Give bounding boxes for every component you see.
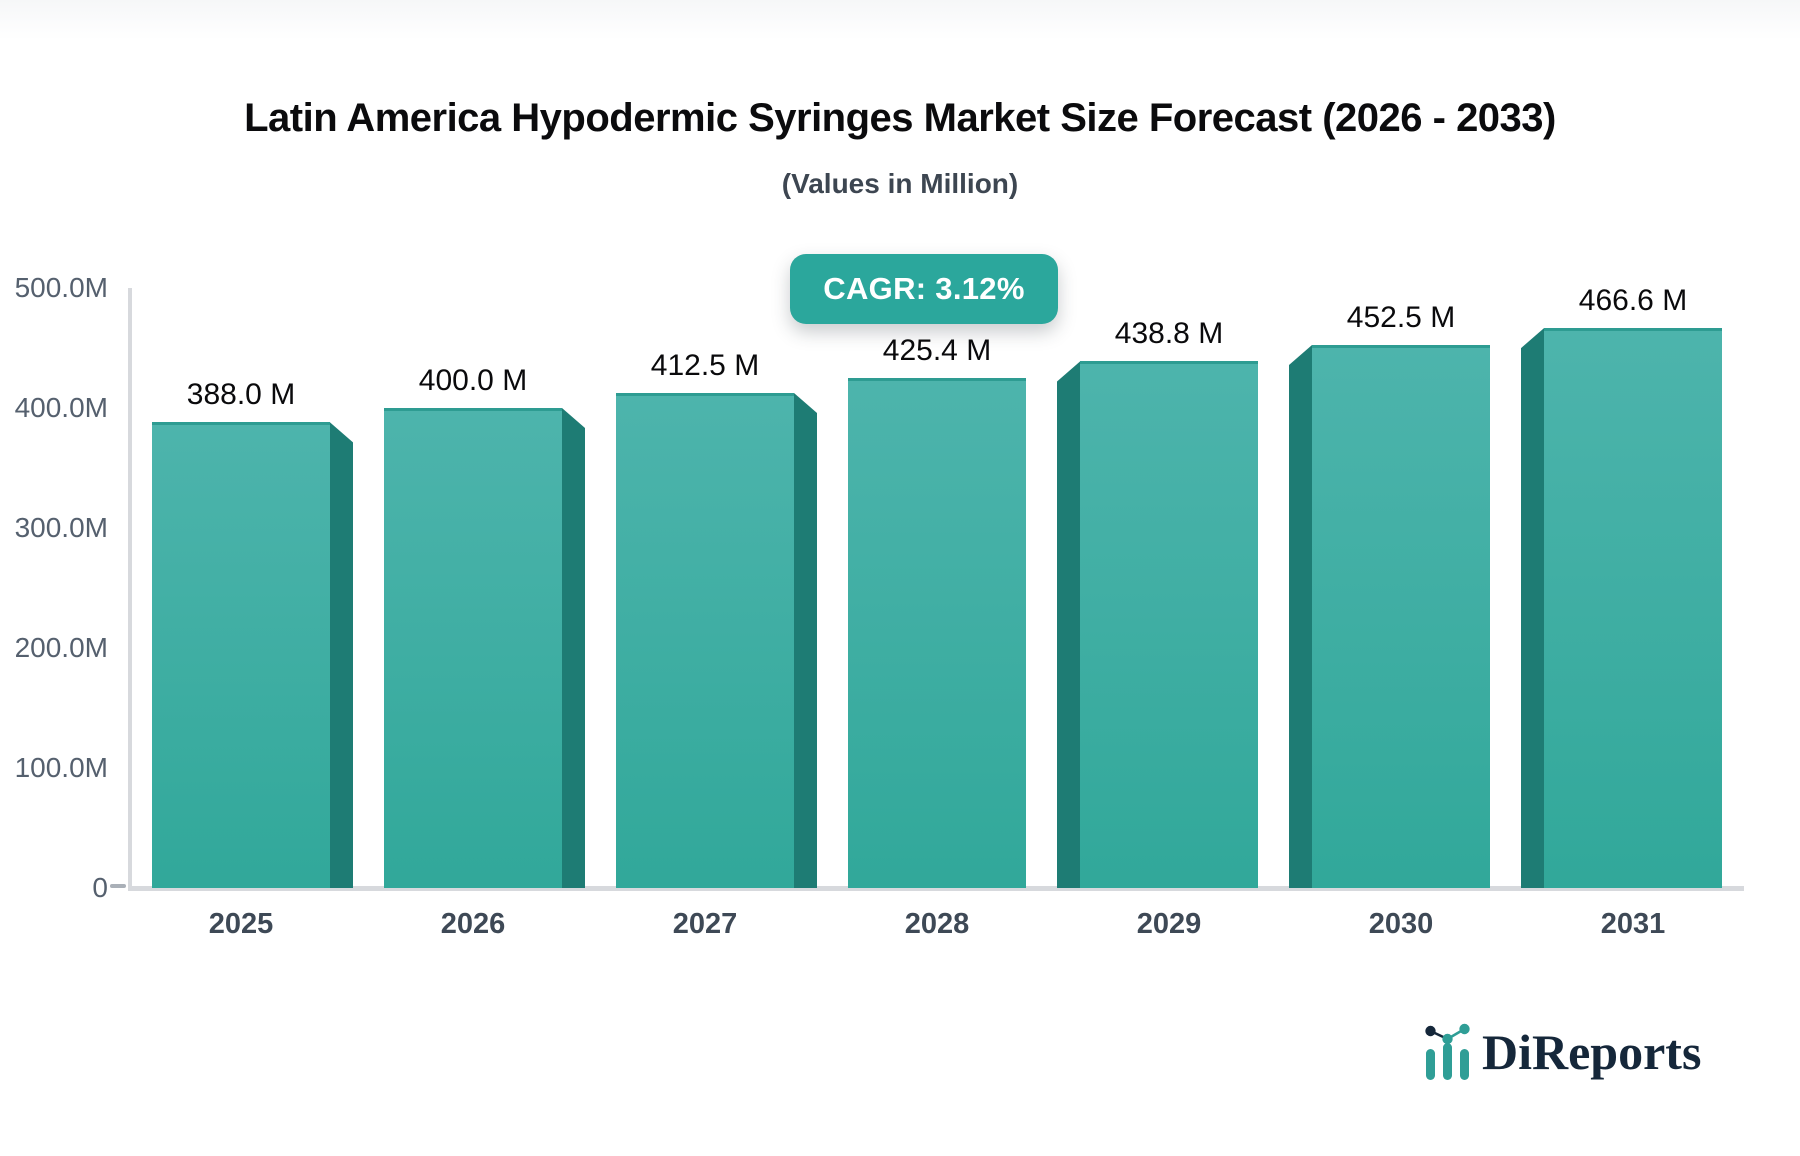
x-axis-label: 2025 xyxy=(208,908,274,940)
direports-logo: DiReports xyxy=(1424,1022,1701,1080)
bar[interactable] xyxy=(384,408,562,888)
bar[interactable] xyxy=(848,377,1026,888)
bar[interactable] xyxy=(152,422,330,888)
bar-value-label: 452.5 M xyxy=(1346,301,1456,334)
bar-value-label: 412.5 M xyxy=(650,349,760,382)
x-axis-line xyxy=(128,886,1744,891)
x-axis-label: 2027 xyxy=(672,908,738,940)
y-axis-label: 200.0M xyxy=(14,632,108,663)
bar[interactable] xyxy=(1080,361,1258,888)
bar-side-face xyxy=(562,408,585,888)
x-axis-label: 2028 xyxy=(904,908,970,940)
x-axis-label: 2031 xyxy=(1600,908,1666,940)
x-axis-label: 2029 xyxy=(1136,908,1202,940)
chart-title: Latin America Hypodermic Syringes Market… xyxy=(244,96,1556,140)
x-axis-label: 2026 xyxy=(440,908,506,940)
bar-value-label: 466.6 M xyxy=(1578,284,1688,318)
y-axis-label: 400.0M xyxy=(14,392,108,423)
bar-value-label: 400.0 M xyxy=(418,364,528,397)
bar[interactable] xyxy=(1312,345,1490,888)
bar-chart-logo-icon xyxy=(1425,1023,1470,1080)
zero-tick-mark xyxy=(110,884,126,888)
y-axis-label: 300.0M xyxy=(14,512,108,543)
bar-side-face xyxy=(1289,345,1312,888)
cagr-badge: CAGR: 3.12% xyxy=(790,254,1058,324)
y-axis-label: 0 xyxy=(92,872,108,903)
logo-text: DiReports xyxy=(1482,1024,1702,1080)
bar-side-face xyxy=(1057,361,1080,888)
bar-side-face xyxy=(1521,328,1544,888)
cagr-badge-label: CAGR: 3.12% xyxy=(823,271,1025,306)
bar-value-label: 425.4 M xyxy=(882,333,992,367)
y-axis-label: 500.0M xyxy=(14,272,108,303)
bar-value-label: 388.0 M xyxy=(186,378,296,412)
bar-side-face xyxy=(794,393,817,888)
y-axis-label: 100.0M xyxy=(14,752,108,783)
chart-subtitle: (Values in Million) xyxy=(781,168,1019,199)
bar[interactable] xyxy=(1544,328,1722,888)
bar-side-face xyxy=(330,422,353,888)
y-axis-line xyxy=(128,288,132,888)
bar[interactable] xyxy=(616,393,794,888)
bar-value-label: 438.8 M xyxy=(1114,317,1224,351)
x-axis-label: 2030 xyxy=(1368,908,1434,940)
